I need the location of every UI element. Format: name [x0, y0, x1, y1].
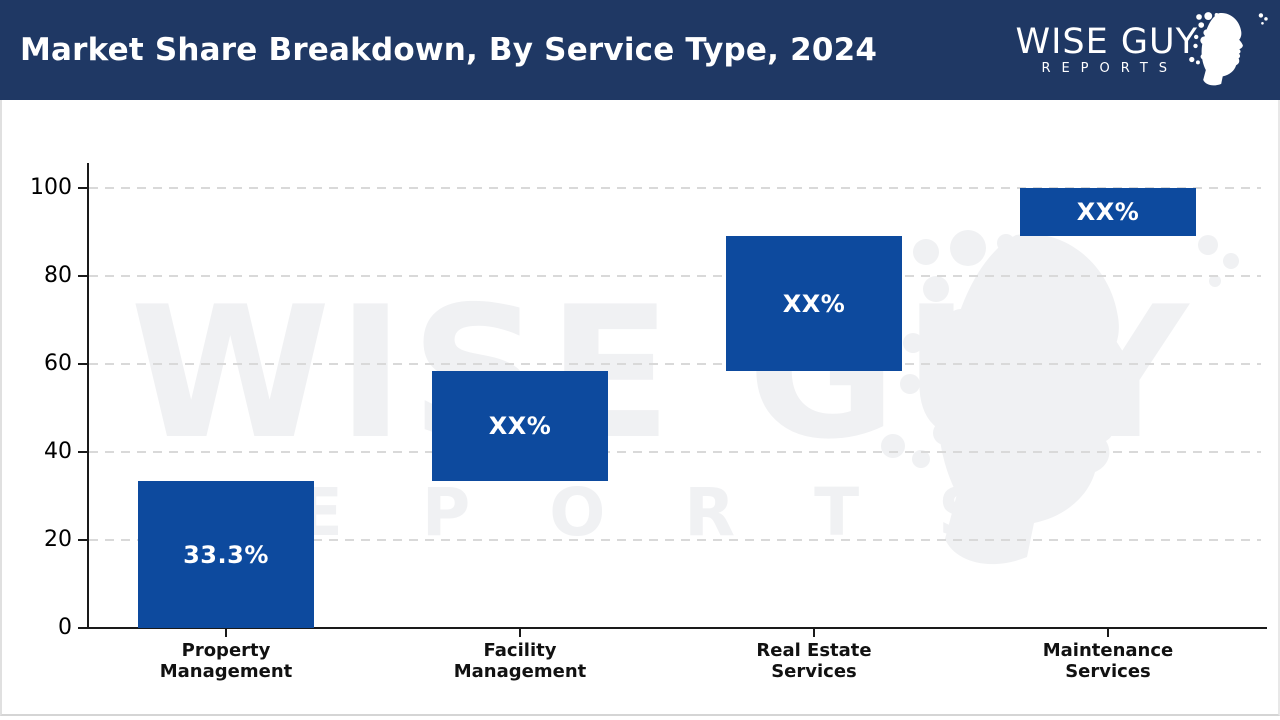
y-tick	[78, 538, 87, 541]
gridline-80	[89, 274, 1261, 277]
bar-2: XX%	[432, 371, 608, 482]
category-label: Property Management	[106, 640, 346, 682]
y-tick-label: 0	[58, 615, 72, 640]
y-tick	[78, 450, 87, 453]
y-tick	[78, 186, 87, 189]
brand-name: WISE GUY	[1015, 21, 1198, 62]
x-tick	[519, 629, 521, 637]
y-tick	[78, 274, 87, 277]
y-tick-label: 100	[30, 174, 72, 200]
gridline-60	[89, 362, 1261, 365]
y-tick-label: 80	[44, 262, 72, 288]
category-label-line: Management	[159, 661, 293, 682]
y-tick	[78, 362, 87, 365]
y-tick	[78, 627, 87, 629]
category-label: Maintenance Services	[988, 640, 1228, 682]
bar-1: 33.3%	[138, 481, 314, 628]
category-label-line: Facility	[483, 640, 557, 661]
gridline-100	[89, 186, 1261, 189]
x-tick	[1107, 629, 1109, 637]
bar-value-label: XX%	[1076, 198, 1140, 227]
bar-4: XX%	[1020, 187, 1196, 237]
brand-logo: WISE GUY REPORTS	[1015, 4, 1272, 96]
x-tick	[225, 629, 227, 637]
x-axis-line	[87, 627, 1267, 629]
category-label-line: Maintenance	[1042, 640, 1174, 661]
brand-subtitle: REPORTS	[1041, 61, 1179, 77]
gridline-20	[89, 538, 1261, 541]
x-tick	[813, 629, 815, 637]
y-tick-label: 20	[44, 526, 72, 552]
bar-value-label: XX%	[782, 289, 846, 318]
category-label: Facility Management	[400, 640, 640, 682]
bar-3: XX%	[726, 236, 902, 372]
y-axis-line	[87, 163, 89, 629]
bar-value-label: XX%	[488, 412, 552, 441]
page-title: Market Share Breakdown, By Service Type,…	[20, 32, 878, 68]
category-label-line: Real Estate	[756, 640, 872, 661]
brand-wordmark: WISE GUY REPORTS	[1015, 21, 1198, 77]
y-tick-label: 40	[44, 438, 72, 464]
category-label: Real Estate Services	[694, 640, 934, 682]
category-label-line: Services	[1065, 661, 1151, 682]
category-label-line: Management	[453, 661, 587, 682]
header: Market Share Breakdown, By Service Type,…	[0, 0, 1280, 100]
bar-value-label: 33.3%	[183, 540, 269, 569]
y-tick-label: 60	[44, 350, 72, 376]
category-label-line: Property	[181, 640, 271, 661]
category-label-line: Services	[771, 661, 857, 682]
gridline-40	[89, 450, 1261, 453]
